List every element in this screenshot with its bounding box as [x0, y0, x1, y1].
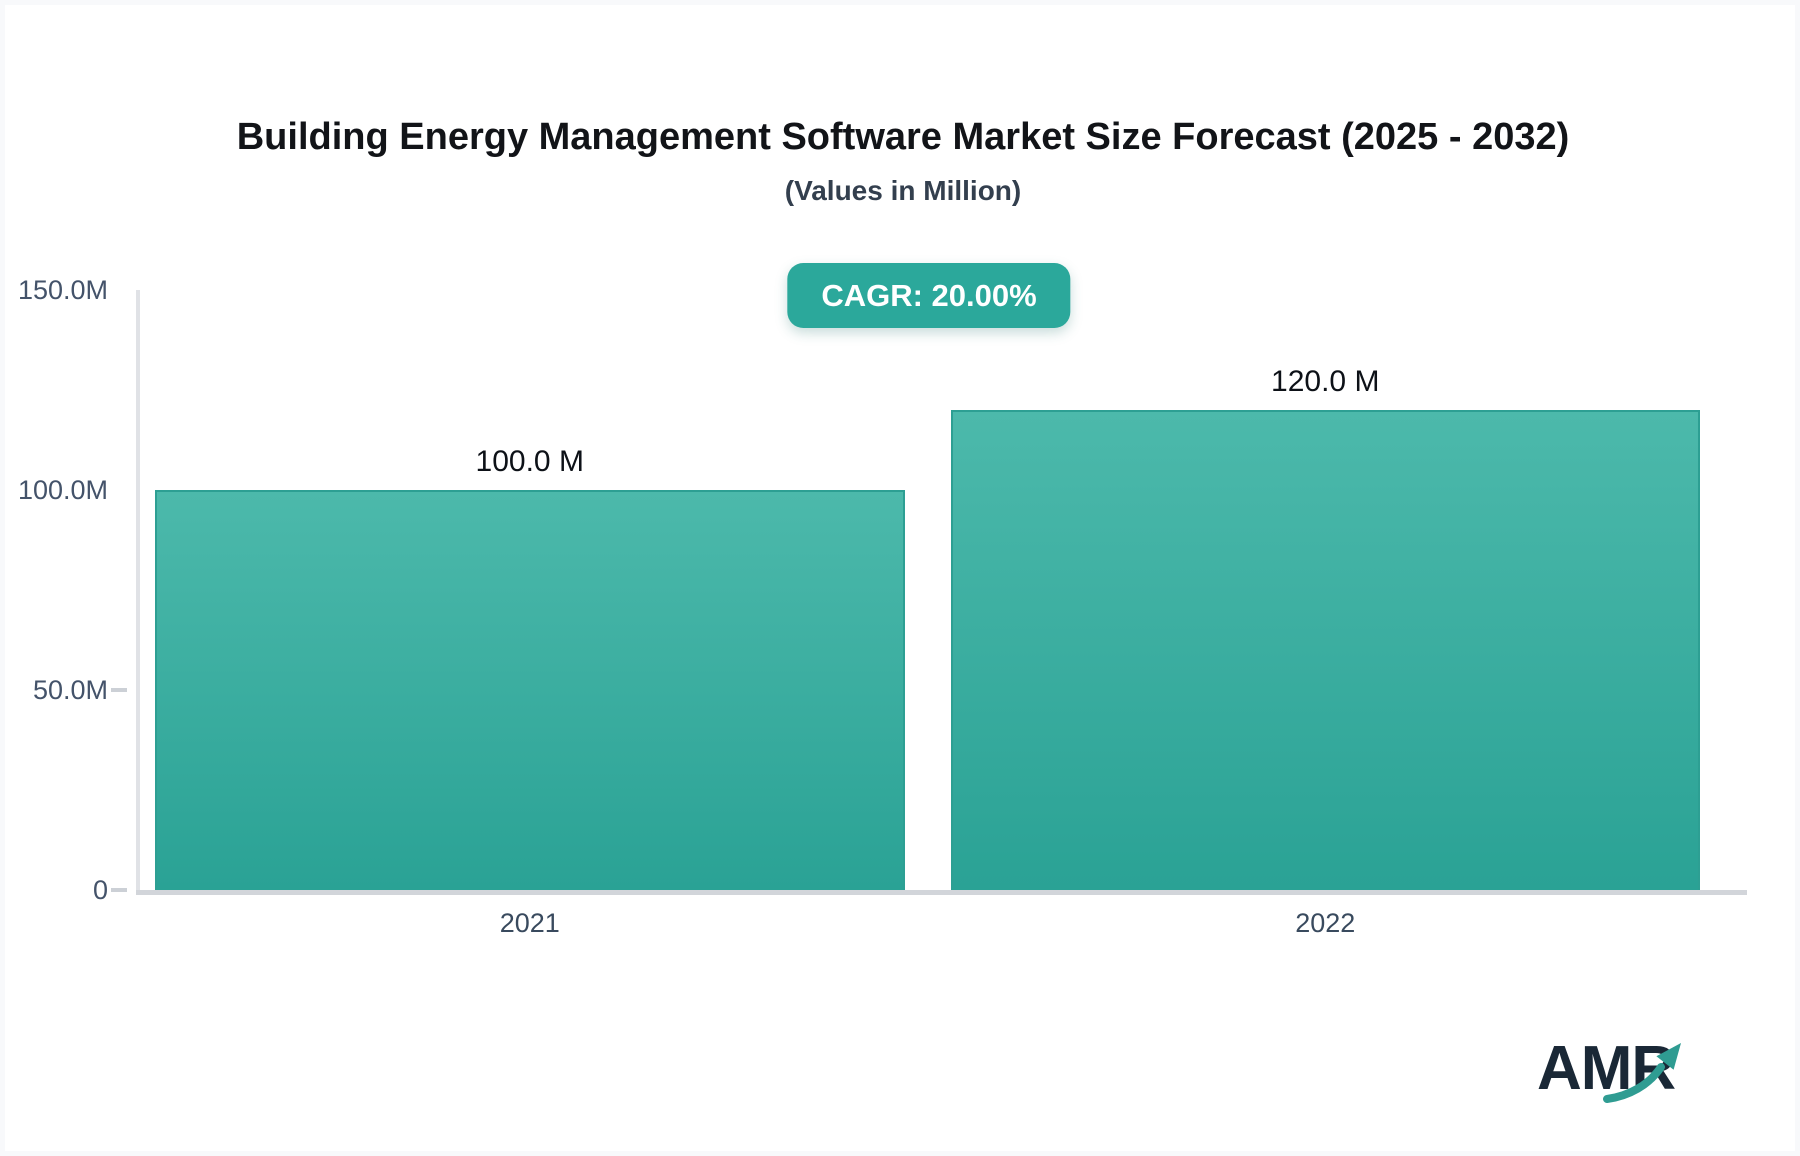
y-axis-line [136, 290, 140, 895]
y-tick-label: 50.0M [32, 675, 108, 705]
x-tick-label: 2021 [499, 908, 560, 938]
chart-subtitle: (Values in Million) [784, 175, 1022, 206]
chart-title: Building Energy Management Software Mark… [236, 116, 1570, 158]
bar-value-label: 100.0 M [475, 445, 584, 478]
y-tick-label: 150.0M [17, 275, 108, 305]
amr-logo: AMR [1537, 1033, 1717, 1123]
y-tick-label: 100.0M [17, 475, 108, 505]
growth-arrow-icon [1603, 1043, 1681, 1103]
x-tick-label: 2022 [1295, 908, 1356, 938]
bar-value-label: 120.0 M [1271, 365, 1380, 398]
cagr-badge: CAGR: 20.00% [787, 263, 1071, 328]
y-tick-label: 0 [92, 875, 108, 905]
y-tick-mark [111, 888, 127, 892]
x-axis-baseline [136, 890, 1747, 895]
bar-2022 [950, 410, 1700, 890]
bar-2021 [155, 490, 905, 890]
y-tick-mark [111, 688, 127, 692]
amr-logo-text: AMR [1537, 1034, 1676, 1103]
